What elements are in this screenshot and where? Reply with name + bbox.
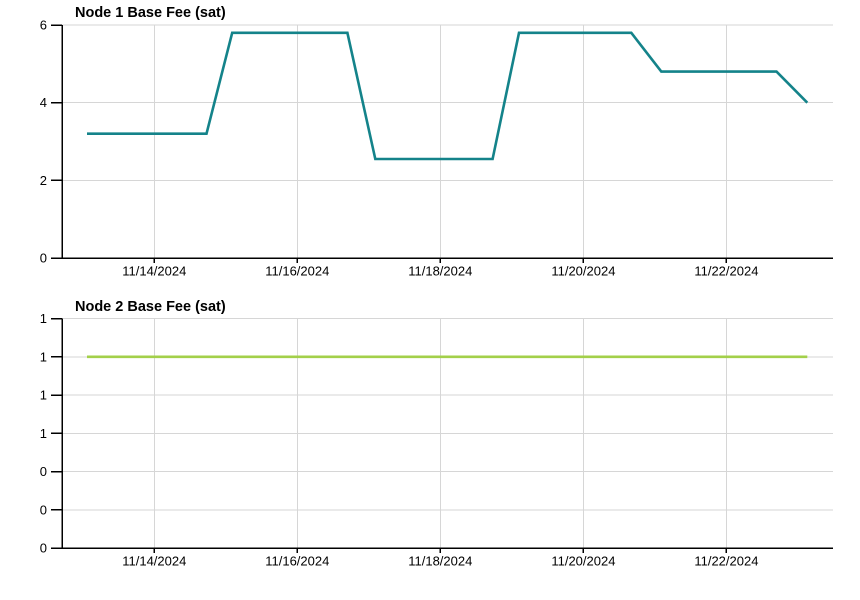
y-tick-label: 2: [40, 173, 47, 188]
x-tick-label: 11/22/2024: [694, 264, 758, 279]
node1-chart-title: Node 1 Base Fee (sat): [75, 5, 226, 21]
node1-base-fee-series-line: [87, 31, 809, 161]
x-tick-label: 11/18/2024: [408, 554, 472, 569]
chart-1: 6 4 2 0 11/14/2024 11/16/2024 11/18/2024 11/20/…: [40, 18, 833, 279]
node2-chart-title: Node 2 Base Fee (sat): [75, 299, 226, 315]
y-tick-label: 0: [40, 464, 47, 479]
y-tick-label: 4: [40, 95, 47, 110]
y-tick-label: 0: [40, 502, 47, 517]
x-tick-label: 11/16/2024: [265, 554, 329, 569]
y-tick-label: 0: [40, 251, 47, 266]
x-tick-label: 11/20/2024: [551, 264, 615, 279]
x-tick-label: 11/22/2024: [694, 554, 758, 569]
y-tick-label: 0: [40, 541, 47, 556]
y-tick-label: 1: [40, 426, 47, 441]
chart-2: 1 1 1 1 0 0 0 11/14/2024 11/16/2024 11/18/2024 11/…: [40, 311, 833, 569]
y-tick-label: 1: [40, 349, 47, 364]
x-tick-label: 11/14/2024: [122, 264, 186, 279]
y-tick-label: 1: [40, 311, 47, 326]
y-tick-label: 6: [40, 18, 47, 33]
x-tick-label: 11/16/2024: [265, 264, 329, 279]
y-tick-label: 1: [40, 388, 47, 403]
x-tick-label: 11/14/2024: [122, 554, 186, 569]
x-tick-label: 11/20/2024: [551, 554, 615, 569]
x-tick-label: 11/18/2024: [408, 264, 472, 279]
